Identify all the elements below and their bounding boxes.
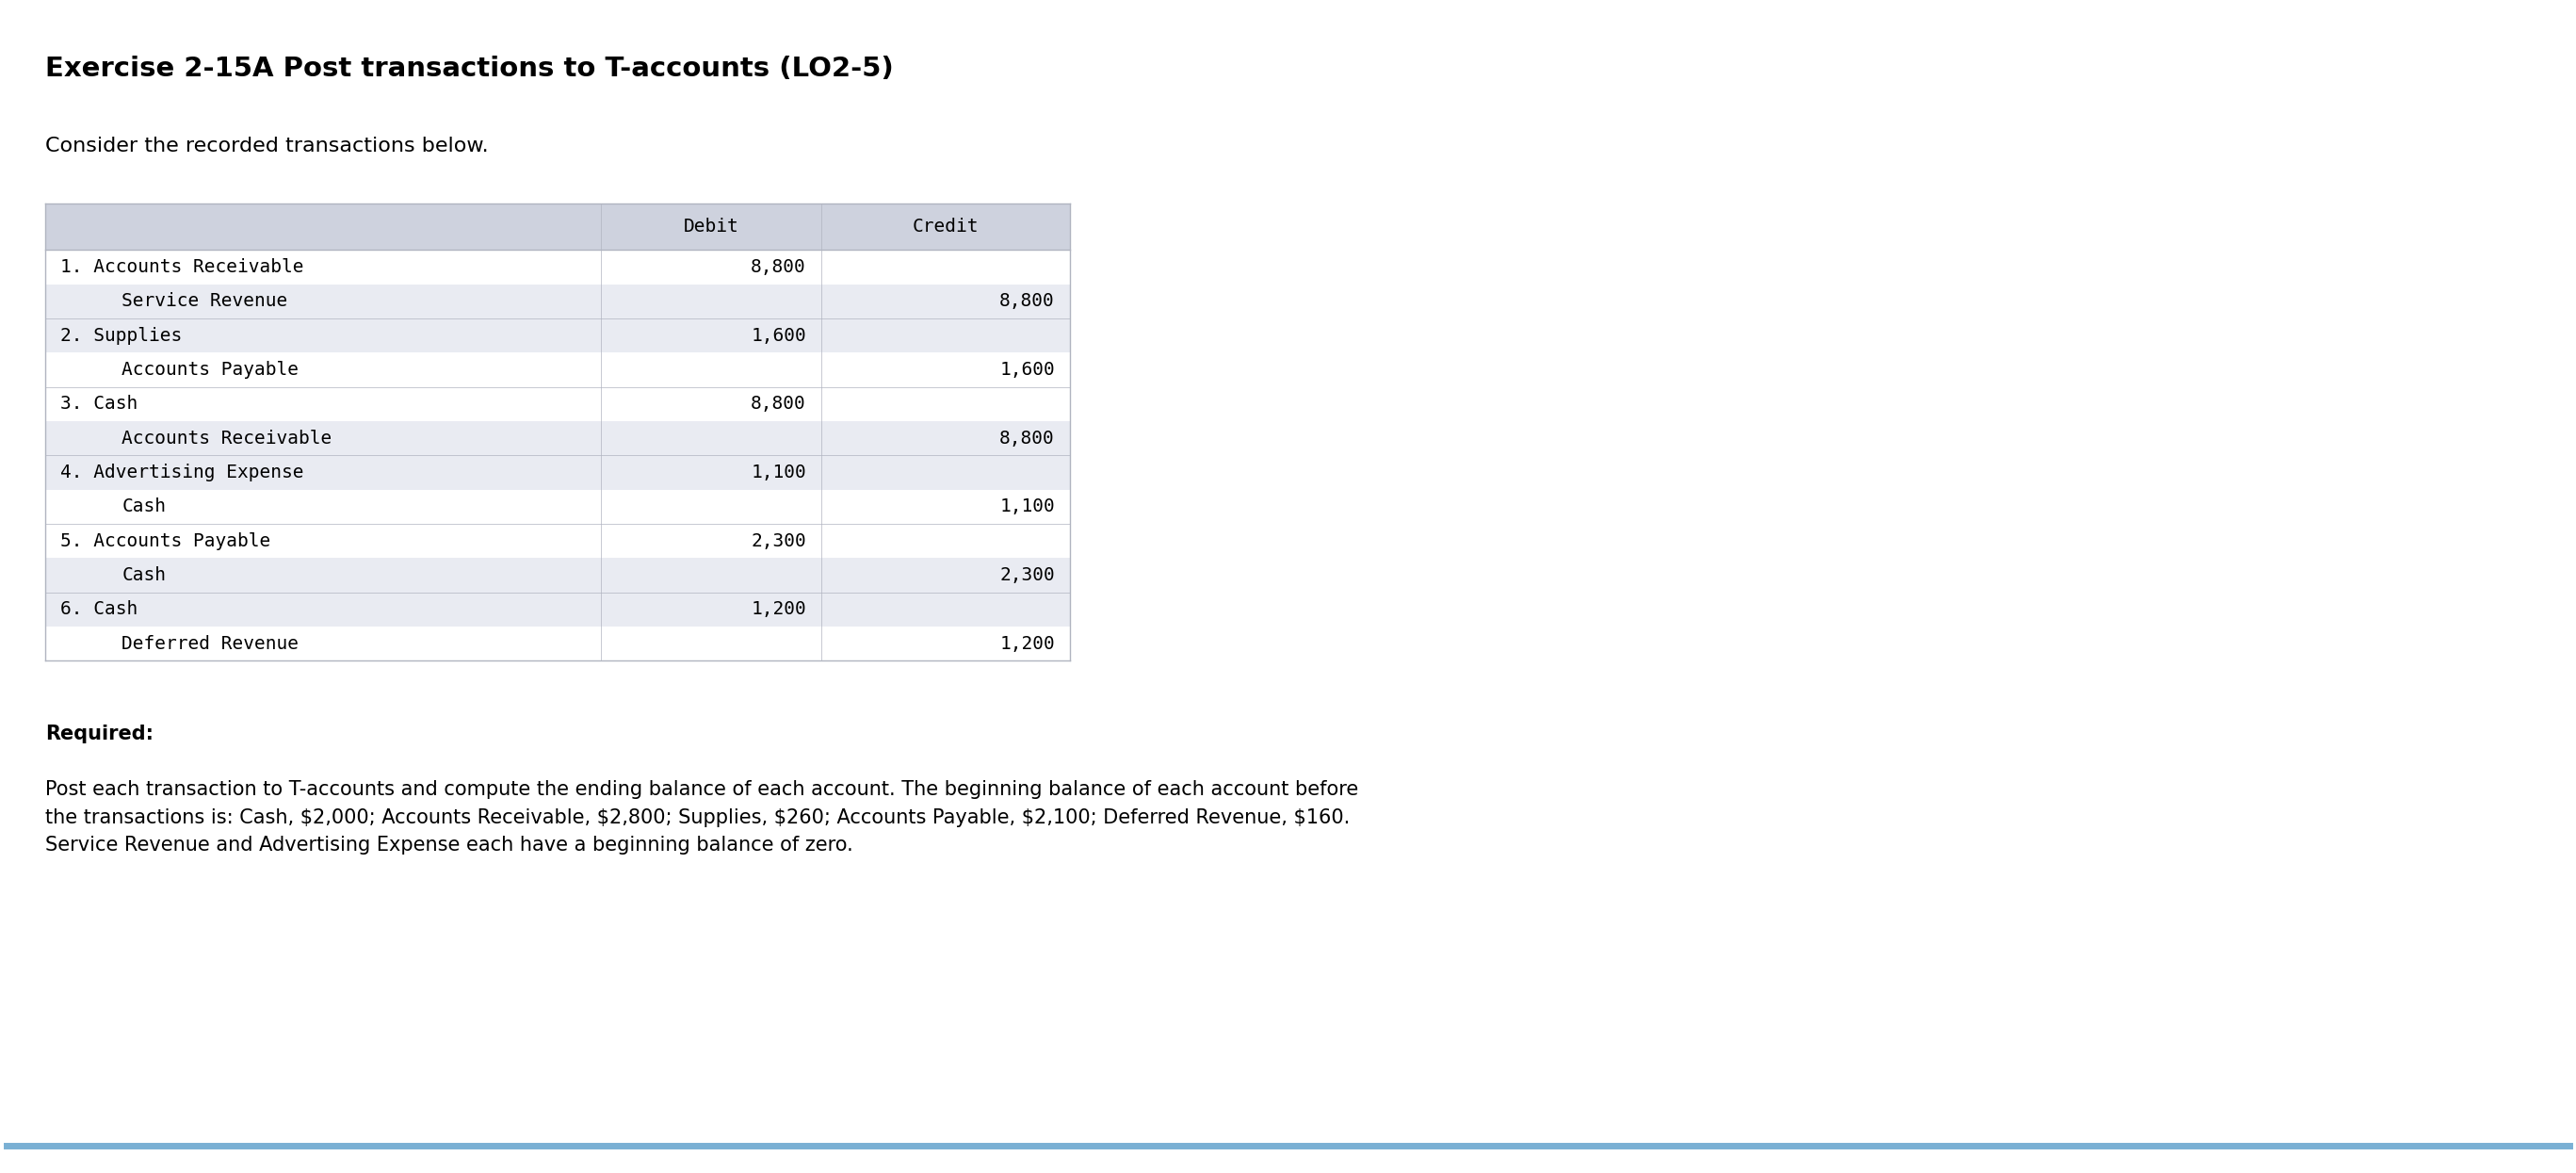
Text: 3. Cash: 3. Cash — [59, 395, 139, 413]
Text: Cash: Cash — [121, 567, 165, 584]
Text: Service Revenue: Service Revenue — [121, 292, 289, 311]
Text: Post each transaction to T-accounts and compute the ending balance of each accou: Post each transaction to T-accounts and … — [44, 780, 1358, 855]
FancyBboxPatch shape — [44, 250, 1069, 284]
Text: 2,300: 2,300 — [750, 533, 806, 550]
Text: 1,600: 1,600 — [750, 327, 806, 345]
Text: 1,100: 1,100 — [750, 463, 806, 481]
Text: Accounts Payable: Accounts Payable — [121, 361, 299, 379]
FancyBboxPatch shape — [44, 592, 1069, 626]
FancyBboxPatch shape — [44, 319, 1069, 353]
Text: 1,100: 1,100 — [999, 497, 1054, 516]
Text: 5. Accounts Payable: 5. Accounts Payable — [59, 533, 270, 550]
FancyBboxPatch shape — [44, 204, 1069, 250]
Text: 1,200: 1,200 — [999, 635, 1054, 652]
FancyBboxPatch shape — [44, 455, 1069, 489]
FancyBboxPatch shape — [44, 489, 1069, 524]
FancyBboxPatch shape — [44, 558, 1069, 592]
FancyBboxPatch shape — [44, 524, 1069, 558]
FancyBboxPatch shape — [44, 387, 1069, 421]
Text: Accounts Receivable: Accounts Receivable — [121, 429, 332, 447]
FancyBboxPatch shape — [44, 626, 1069, 660]
Text: 6. Cash: 6. Cash — [59, 601, 139, 618]
Text: Cash: Cash — [121, 497, 165, 516]
Text: 2,300: 2,300 — [999, 567, 1054, 584]
Text: 8,800: 8,800 — [999, 292, 1054, 311]
Text: 2. Supplies: 2. Supplies — [59, 327, 183, 345]
Text: Consider the recorded transactions below.: Consider the recorded transactions below… — [44, 136, 489, 155]
Text: Exercise 2-15A Post transactions to T-accounts (LO2-5): Exercise 2-15A Post transactions to T-ac… — [44, 55, 894, 82]
FancyBboxPatch shape — [44, 421, 1069, 455]
Text: 1,600: 1,600 — [999, 361, 1054, 379]
Text: Debit: Debit — [683, 218, 739, 236]
Text: 8,800: 8,800 — [750, 258, 806, 276]
Text: 8,800: 8,800 — [999, 429, 1054, 447]
Text: Deferred Revenue: Deferred Revenue — [121, 635, 299, 652]
Text: Credit: Credit — [912, 218, 979, 236]
Text: Required:: Required: — [44, 725, 155, 744]
FancyBboxPatch shape — [44, 353, 1069, 387]
Text: 8,800: 8,800 — [750, 395, 806, 413]
Text: 1,200: 1,200 — [750, 601, 806, 618]
FancyBboxPatch shape — [44, 284, 1069, 319]
Text: 1. Accounts Receivable: 1. Accounts Receivable — [59, 258, 304, 276]
Text: 4. Advertising Expense: 4. Advertising Expense — [59, 463, 304, 481]
